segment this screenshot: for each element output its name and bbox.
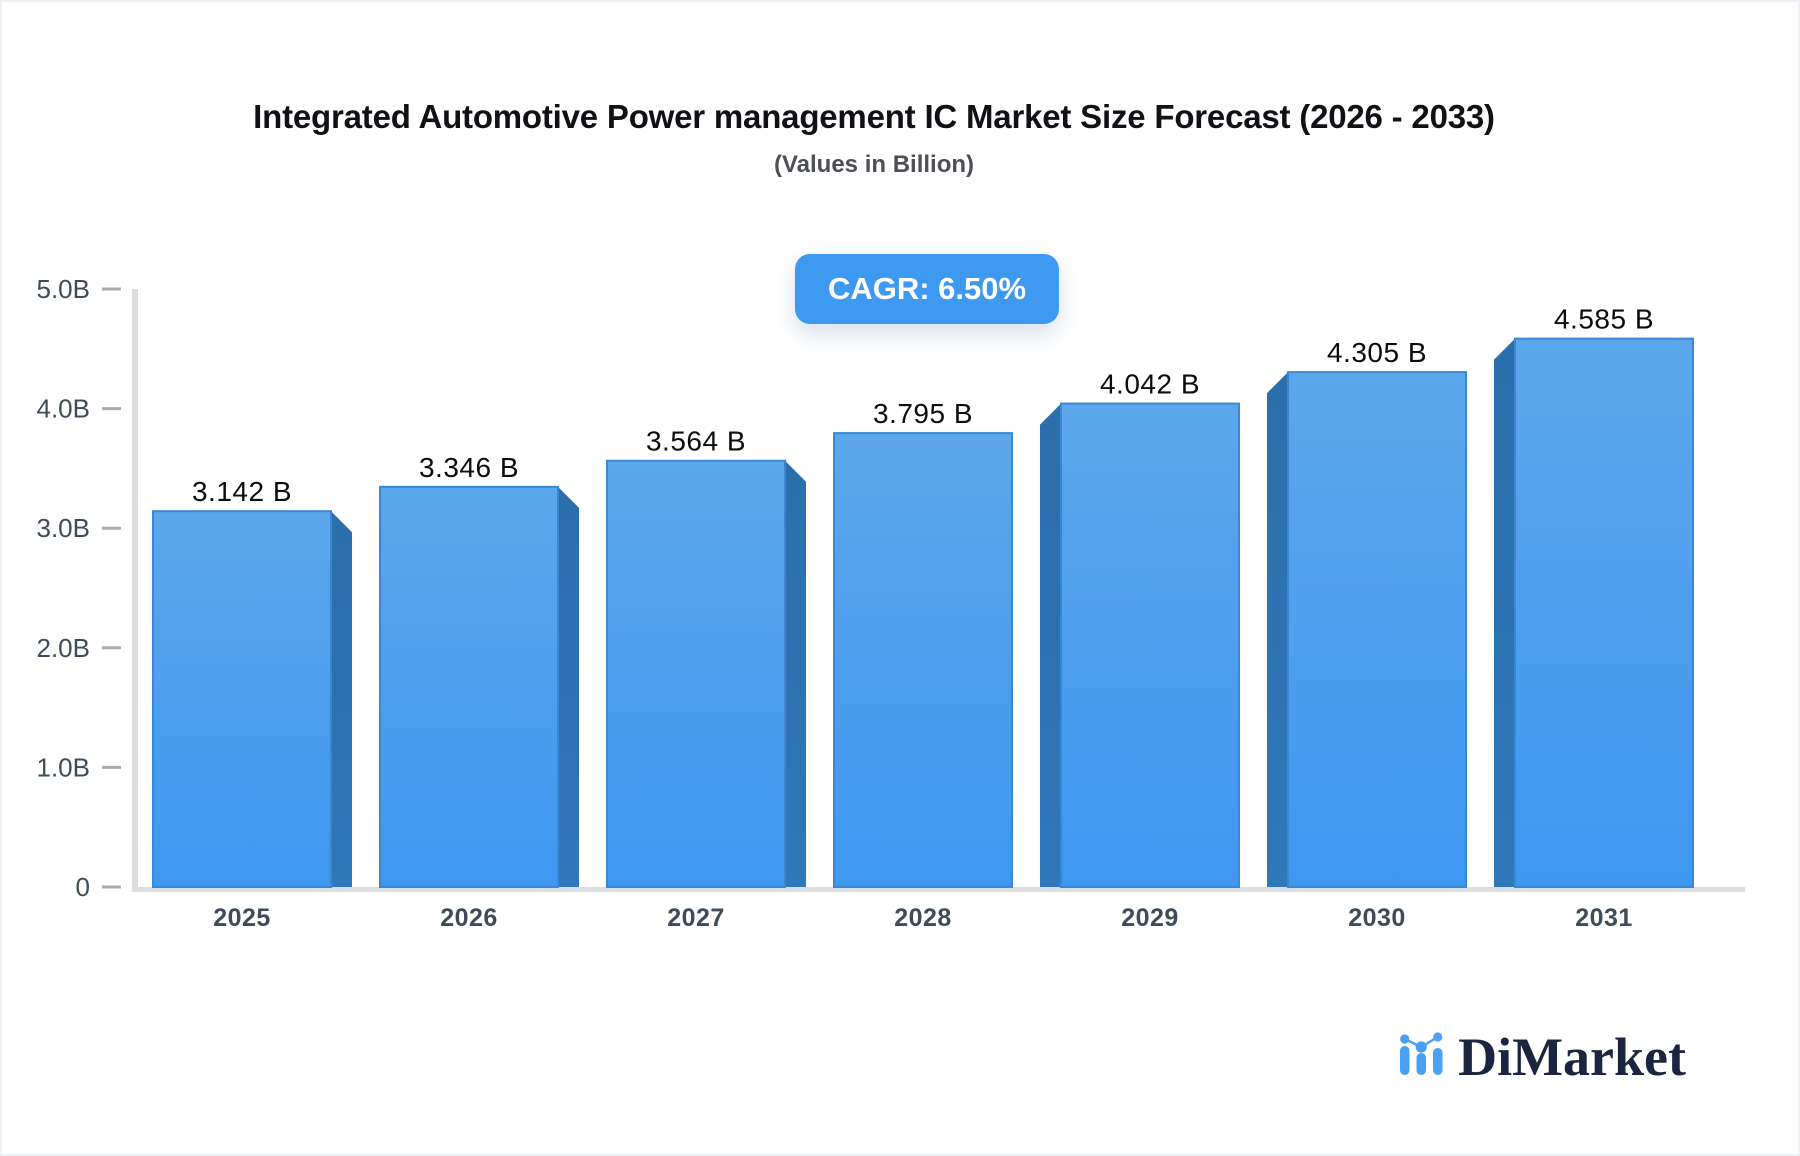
y-tick-label: 1.0B [37, 752, 91, 782]
bar-side-face [1040, 403, 1061, 887]
labels-layer: 3.142 B 2025 3.346 B 2026 3.564 B 2027 3.795 B… [192, 304, 1654, 932]
y-axis-line [132, 289, 138, 892]
x-tick-label: 2031 [1575, 904, 1633, 932]
axis-layer: 0 1.0B 2.0B 3.0B 4.0B 5.0B [37, 274, 1745, 902]
bar-side-face [1267, 372, 1288, 887]
bar-face[interactable] [1287, 371, 1467, 888]
x-tick-label: 2027 [667, 904, 725, 932]
logo: DiMarket [1399, 1026, 1686, 1087]
chart-subtitle: (Values in Billion) [773, 151, 975, 178]
bar-face[interactable] [1060, 402, 1240, 888]
x-axis-line [132, 887, 1745, 892]
y-tick-label: 5.0B [37, 274, 91, 304]
y-tick-label: 2.0B [37, 633, 91, 663]
bar-2030[interactable] [1267, 371, 1467, 888]
bars-layer [152, 337, 1694, 889]
bar-face[interactable] [606, 459, 786, 888]
logo-bar-chart-sparkline-icon [1400, 1032, 1443, 1075]
bar-2025[interactable] [152, 510, 352, 888]
bar-value-label: 4.042 B [1100, 369, 1200, 400]
bar-value-label: 3.346 B [419, 452, 519, 483]
cagr-badge: CAGR: 6.50% [794, 254, 1060, 324]
bar-2029[interactable] [1040, 402, 1240, 888]
x-tick-label: 2026 [440, 904, 498, 932]
bar-2027[interactable] [606, 459, 806, 888]
bar-face[interactable] [379, 485, 559, 888]
y-tick-label: 4.0B [37, 394, 91, 424]
bar-side-face [785, 460, 806, 887]
x-tick-label: 2029 [1121, 904, 1179, 932]
bar-face[interactable] [1514, 337, 1694, 889]
bar-2028[interactable] [833, 432, 1013, 888]
x-tick-label: 2025 [213, 904, 271, 932]
bar-side-face [1494, 338, 1515, 887]
x-tick-label: 2030 [1348, 904, 1406, 932]
x-tick-label: 2028 [894, 904, 952, 932]
logo-text: DiMarket [1458, 1026, 1686, 1087]
bar-2026[interactable] [379, 485, 579, 888]
bar-value-label: 3.564 B [646, 426, 746, 457]
bar-2031[interactable] [1494, 337, 1694, 889]
bar-face[interactable] [833, 432, 1013, 888]
bar-side-face [558, 486, 579, 887]
bar-face[interactable] [152, 510, 332, 888]
y-tick-label: 0 [76, 872, 90, 902]
page-title: Integrated Automotive Power management I… [253, 98, 1495, 135]
y-tick-label: 3.0B [37, 513, 91, 543]
bar-value-label: 3.142 B [192, 476, 292, 507]
bar-value-label: 4.305 B [1327, 337, 1427, 368]
bar-side-face [331, 511, 352, 887]
bar-value-label: 3.795 B [873, 398, 973, 429]
bar-value-label: 4.585 B [1554, 304, 1654, 335]
